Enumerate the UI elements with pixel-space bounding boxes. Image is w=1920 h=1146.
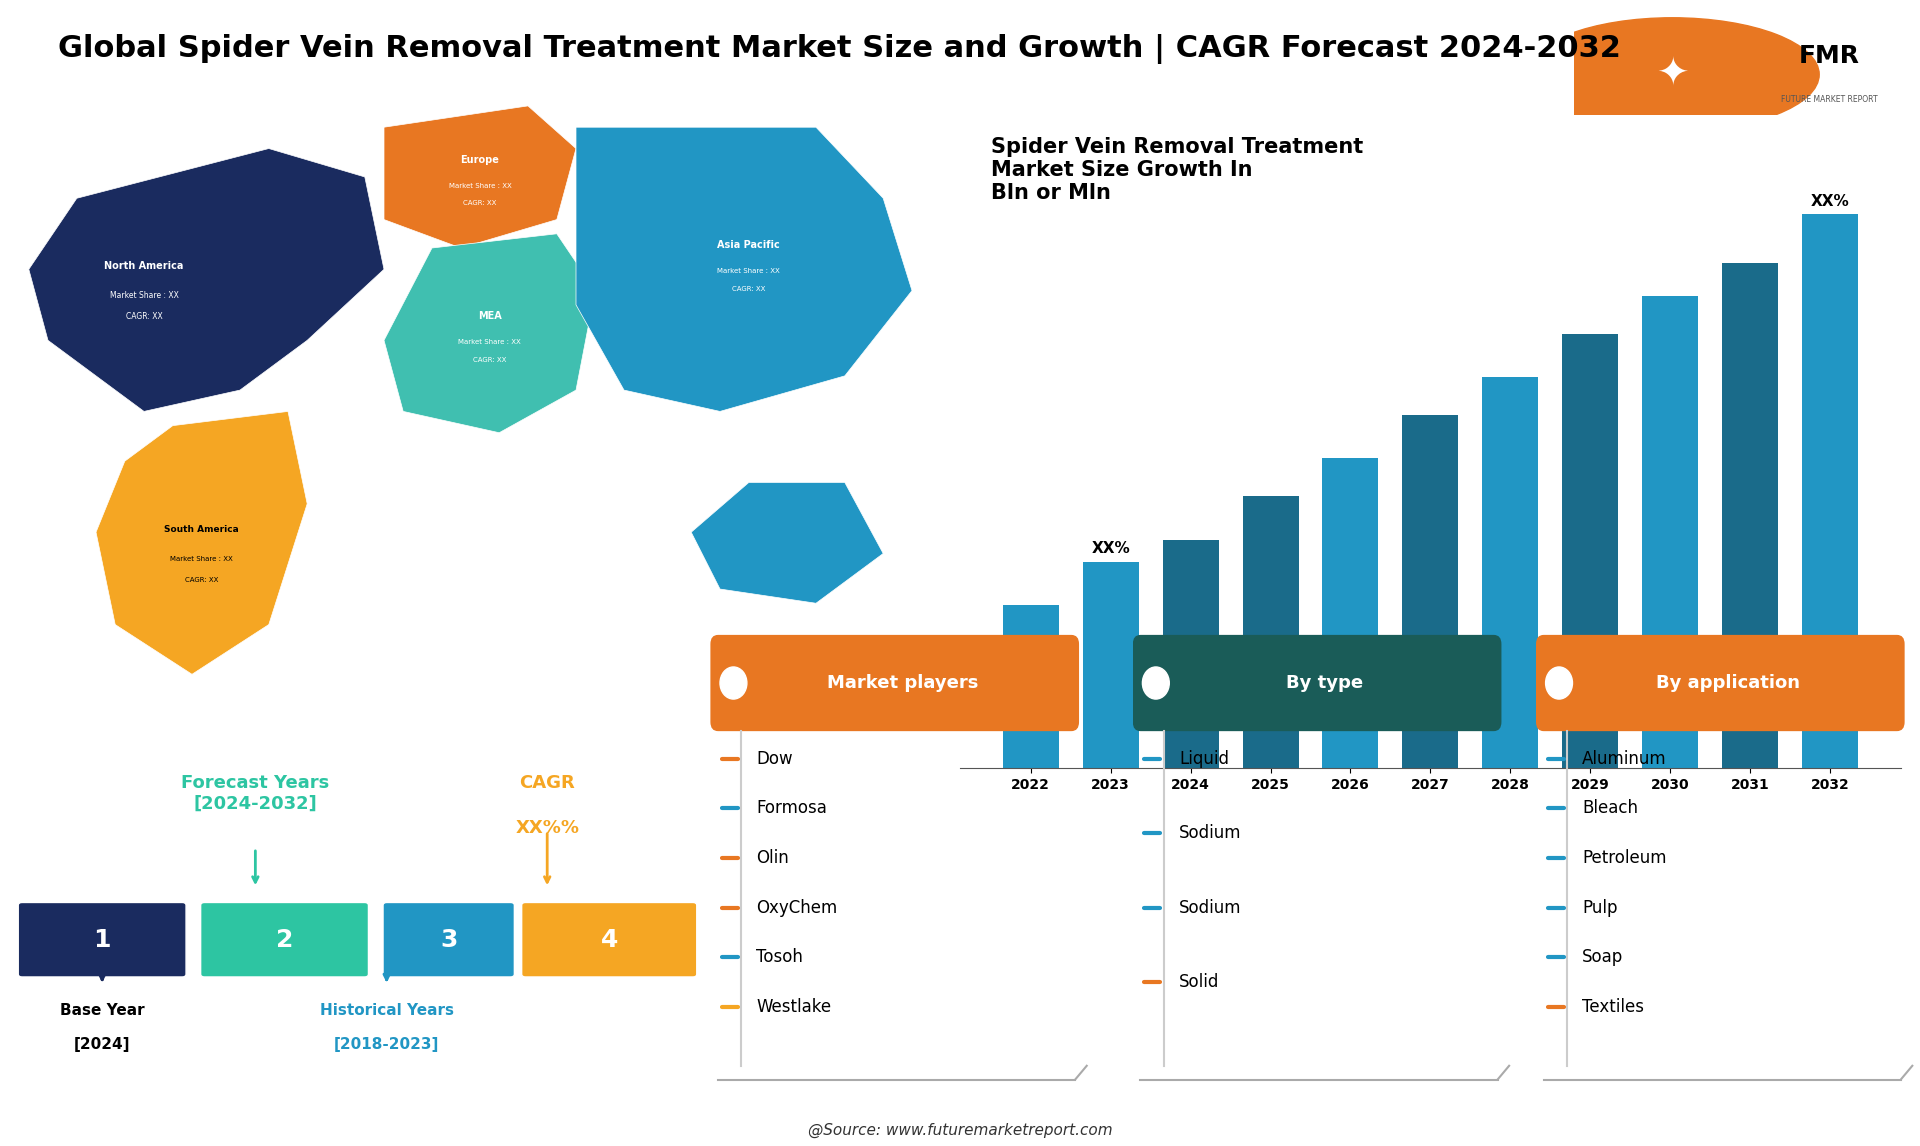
Text: 3: 3 [440, 928, 457, 951]
Text: Spider Vein Removal Treatment
Market Size Growth In
Bln or Mln: Spider Vein Removal Treatment Market Siz… [991, 136, 1363, 203]
Text: By type: By type [1286, 674, 1363, 692]
Bar [1803, 214, 1859, 768]
Text: CAGR: XX: CAGR: XX [184, 576, 219, 583]
Text: Market Share : XX: Market Share : XX [109, 291, 179, 300]
Bar [1722, 264, 1778, 768]
Text: By application: By application [1655, 674, 1801, 692]
Text: 2: 2 [276, 928, 294, 951]
Bar [1482, 377, 1538, 768]
Text: XX%%: XX%% [515, 819, 580, 838]
Text: CAGR: XX: CAGR: XX [463, 201, 497, 206]
Text: South America: South America [165, 525, 238, 534]
Circle shape [1142, 667, 1169, 699]
Bar [1402, 415, 1459, 768]
Text: Aluminum: Aluminum [1582, 749, 1667, 768]
Text: FUTURE MARKET REPORT: FUTURE MARKET REPORT [1780, 95, 1878, 104]
Text: Europe: Europe [461, 155, 499, 165]
Text: 1: 1 [94, 928, 111, 951]
Circle shape [720, 667, 747, 699]
FancyBboxPatch shape [19, 903, 186, 976]
Text: Tosoh: Tosoh [756, 948, 803, 966]
Text: Sodium: Sodium [1179, 824, 1242, 842]
Text: CAGR: XX: CAGR: XX [125, 312, 163, 321]
Text: Global Spider Vein Removal Treatment Market Size and Growth | CAGR Forecast 2024: Global Spider Vein Removal Treatment Mar… [58, 34, 1620, 64]
Text: Olin: Olin [756, 849, 789, 868]
FancyBboxPatch shape [202, 903, 369, 976]
Polygon shape [384, 234, 595, 433]
Text: Pulp: Pulp [1582, 898, 1617, 917]
Bar [1642, 296, 1697, 768]
Text: @Source: www.futuremarketreport.com: @Source: www.futuremarketreport.com [808, 1123, 1112, 1138]
Text: Historical Years: Historical Years [321, 1003, 453, 1018]
Bar [1164, 540, 1219, 768]
Circle shape [1546, 667, 1572, 699]
Polygon shape [691, 482, 883, 603]
Text: Solid: Solid [1179, 973, 1219, 991]
Bar [1323, 458, 1379, 768]
Text: XX%: XX% [1091, 541, 1131, 557]
Text: Market Share : XX: Market Share : XX [449, 182, 511, 189]
Text: Liquid: Liquid [1179, 749, 1229, 768]
Text: Petroleum: Petroleum [1582, 849, 1667, 868]
Text: Market Share : XX: Market Share : XX [718, 268, 780, 274]
Text: Market Share : XX: Market Share : XX [171, 556, 232, 562]
Polygon shape [384, 105, 576, 248]
Text: Sodium: Sodium [1179, 898, 1242, 917]
FancyBboxPatch shape [384, 903, 515, 976]
Text: Base Year: Base Year [60, 1003, 144, 1018]
FancyBboxPatch shape [710, 635, 1079, 731]
Text: CAGR: XX: CAGR: XX [732, 285, 766, 291]
Bar [1002, 605, 1058, 768]
Text: Westlake: Westlake [756, 998, 831, 1017]
Text: Dow: Dow [756, 749, 793, 768]
Text: ✦: ✦ [1657, 55, 1688, 94]
Text: MEA: MEA [478, 311, 501, 321]
Text: Formosa: Formosa [756, 799, 828, 817]
FancyBboxPatch shape [1133, 635, 1501, 731]
Bar [1083, 562, 1139, 768]
Polygon shape [576, 127, 912, 411]
Text: FMR: FMR [1799, 44, 1859, 68]
Bar [1563, 333, 1619, 768]
Text: Soap: Soap [1582, 948, 1622, 966]
Text: Market players: Market players [828, 674, 977, 692]
Bar [1242, 496, 1298, 768]
Text: North America: North America [104, 261, 184, 272]
Text: Asia Pacific: Asia Pacific [718, 240, 780, 250]
Polygon shape [29, 149, 384, 411]
FancyBboxPatch shape [522, 903, 697, 976]
FancyBboxPatch shape [1536, 635, 1905, 731]
Text: Bleach: Bleach [1582, 799, 1638, 817]
Text: CAGR: XX: CAGR: XX [472, 356, 507, 362]
Text: [2018-2023]: [2018-2023] [334, 1037, 440, 1052]
Text: Forecast Years
[2024-2032]: Forecast Years [2024-2032] [180, 774, 330, 813]
Text: OxyChem: OxyChem [756, 898, 837, 917]
Text: Market Share : XX: Market Share : XX [459, 339, 520, 345]
Circle shape [1524, 17, 1820, 132]
Text: [2024]: [2024] [73, 1037, 131, 1052]
Text: XX%: XX% [1811, 194, 1849, 209]
Text: Textiles: Textiles [1582, 998, 1644, 1017]
Text: CAGR: CAGR [518, 774, 576, 792]
Text: 4: 4 [601, 928, 618, 951]
Polygon shape [96, 411, 307, 674]
